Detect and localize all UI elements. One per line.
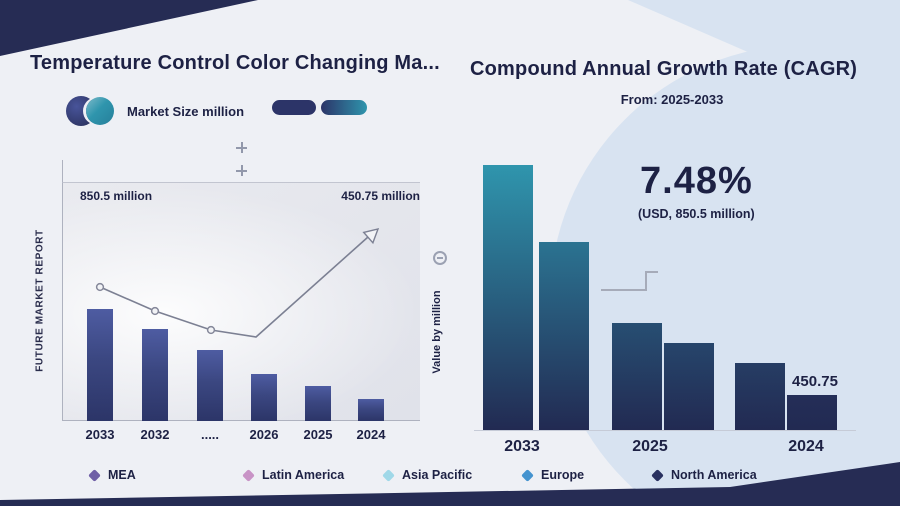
legend-label: Latin America: [262, 468, 345, 482]
legend-label: Asia Pacific: [402, 468, 473, 482]
cagr-value: 7.48%: [640, 160, 753, 202]
legend-item-north-america: North America: [651, 467, 757, 483]
cagr-title: Compound Annual Growth Rate (CAGR): [470, 58, 858, 80]
left-chart-plot-area: [62, 182, 420, 421]
step-line-icon: [645, 271, 658, 273]
y-axis-line: [62, 160, 63, 182]
legend-label: North America: [671, 468, 757, 482]
blue-blob-circle: [550, 45, 900, 506]
diamond-marker-icon: [651, 468, 664, 482]
bar-value-annotation: 450.75: [792, 373, 838, 390]
step-line-icon: [601, 289, 647, 291]
minus-circle-icon: [433, 251, 447, 265]
step-line-icon: [645, 272, 647, 291]
legend-label: Europe: [541, 468, 585, 482]
corner-triangle-navy: [0, 0, 258, 56]
region-legend: MEA Latin America Asia Pacific Europe North …: [0, 467, 900, 485]
top-right-wedge: [628, 0, 900, 118]
legend-item-latin-america: Latin America: [242, 467, 345, 483]
legend-item-asia-pacific: Asia Pacific: [382, 467, 473, 483]
legend-item-mea: MEA: [88, 467, 136, 483]
future-market-report-label: FUTURE MARKET REPORT: [34, 229, 46, 372]
diamond-marker-icon: [242, 468, 255, 482]
bottom-band: [0, 462, 900, 506]
right-chart-baseline: [474, 430, 856, 431]
plus-icon: [236, 165, 247, 176]
cagr-subtitle: From: 2025-2033: [620, 92, 724, 107]
scale-pill-navy: [272, 100, 316, 115]
diamond-marker-icon: [88, 468, 101, 482]
scale-pill-teal: [321, 100, 367, 115]
value-axis-label: Value by million: [431, 290, 443, 374]
left-chart-min-value: 450.75 million: [341, 189, 420, 203]
plus-icon: [236, 142, 247, 153]
legend-item-europe: Europe: [521, 467, 585, 483]
legend-label: MEA: [108, 468, 136, 482]
diamond-marker-icon: [382, 468, 395, 482]
market-size-legend-label: Market Size million: [127, 104, 245, 119]
market-size-icon-overlay: [86, 97, 114, 125]
left-chart-max-value: 850.5 million: [80, 189, 153, 203]
cagr-note: (USD, 850.5 million): [638, 207, 755, 221]
left-chart-title: Temperature Control Color Changing Ma...: [30, 52, 440, 74]
diamond-marker-icon: [521, 468, 534, 482]
